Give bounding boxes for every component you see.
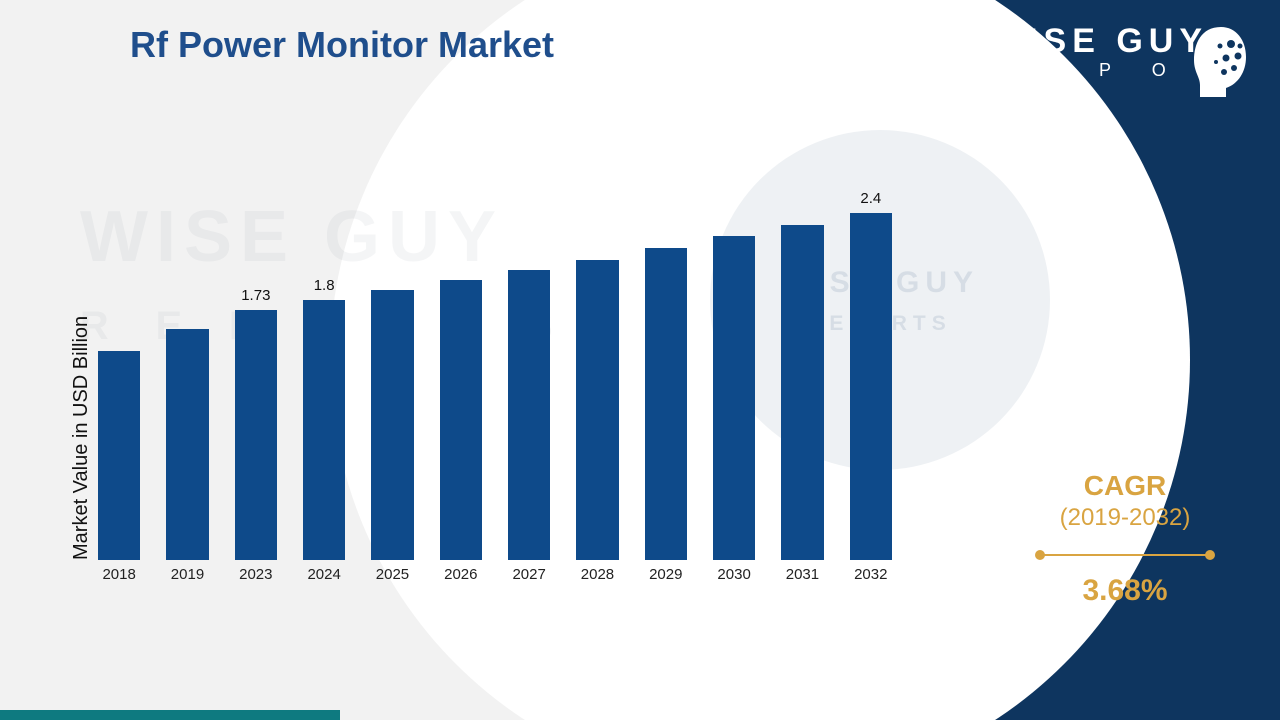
- x-tick-label: 2018: [85, 566, 153, 583]
- x-tick-label: 2025: [358, 566, 426, 583]
- bar: [781, 225, 823, 560]
- brand-head-icon: [1186, 22, 1256, 102]
- bar: [440, 280, 482, 560]
- bar: [98, 351, 140, 560]
- x-tick-label: 2026: [427, 566, 495, 583]
- cagr-divider: [1040, 554, 1210, 556]
- x-tick-label: 2028: [563, 566, 631, 583]
- bar: [166, 329, 208, 560]
- x-axis: 2018201920232024202520262027202820292030…: [85, 566, 905, 583]
- x-tick-label: 2023: [222, 566, 290, 583]
- bottom-accent-bar: [0, 710, 340, 720]
- bar-value-label: 2.4: [850, 190, 892, 207]
- bar-value-label: 1.8: [303, 277, 345, 294]
- bar: [508, 270, 550, 560]
- x-tick-label: 2024: [290, 566, 358, 583]
- x-tick-label: 2027: [495, 566, 563, 583]
- brand-logo: WISE GUY R E P O R T S: [990, 24, 1250, 108]
- x-tick-label: 2029: [632, 566, 700, 583]
- chart-title: Rf Power Monitor Market: [130, 24, 554, 66]
- bar: 1.73: [235, 310, 277, 560]
- bar: [713, 236, 755, 560]
- bar: [371, 290, 413, 560]
- x-tick-label: 2019: [153, 566, 221, 583]
- x-tick-label: 2031: [768, 566, 836, 583]
- x-tick-label: 2030: [700, 566, 768, 583]
- cagr-block: CAGR (2019-2032) 3.68%: [1000, 470, 1250, 608]
- x-tick-label: 2032: [837, 566, 905, 583]
- bar: 2.4: [850, 213, 892, 560]
- bar: [576, 260, 618, 560]
- cagr-title: CAGR: [1000, 470, 1250, 502]
- cagr-range: (2019-2032): [1000, 504, 1250, 532]
- bar-value-label: 1.73: [235, 287, 277, 304]
- bar: [645, 248, 687, 560]
- bar: 1.8: [303, 300, 345, 560]
- cagr-value: 3.68%: [1000, 574, 1250, 608]
- bar-chart: 1.73 1.8 2.4: [85, 170, 905, 560]
